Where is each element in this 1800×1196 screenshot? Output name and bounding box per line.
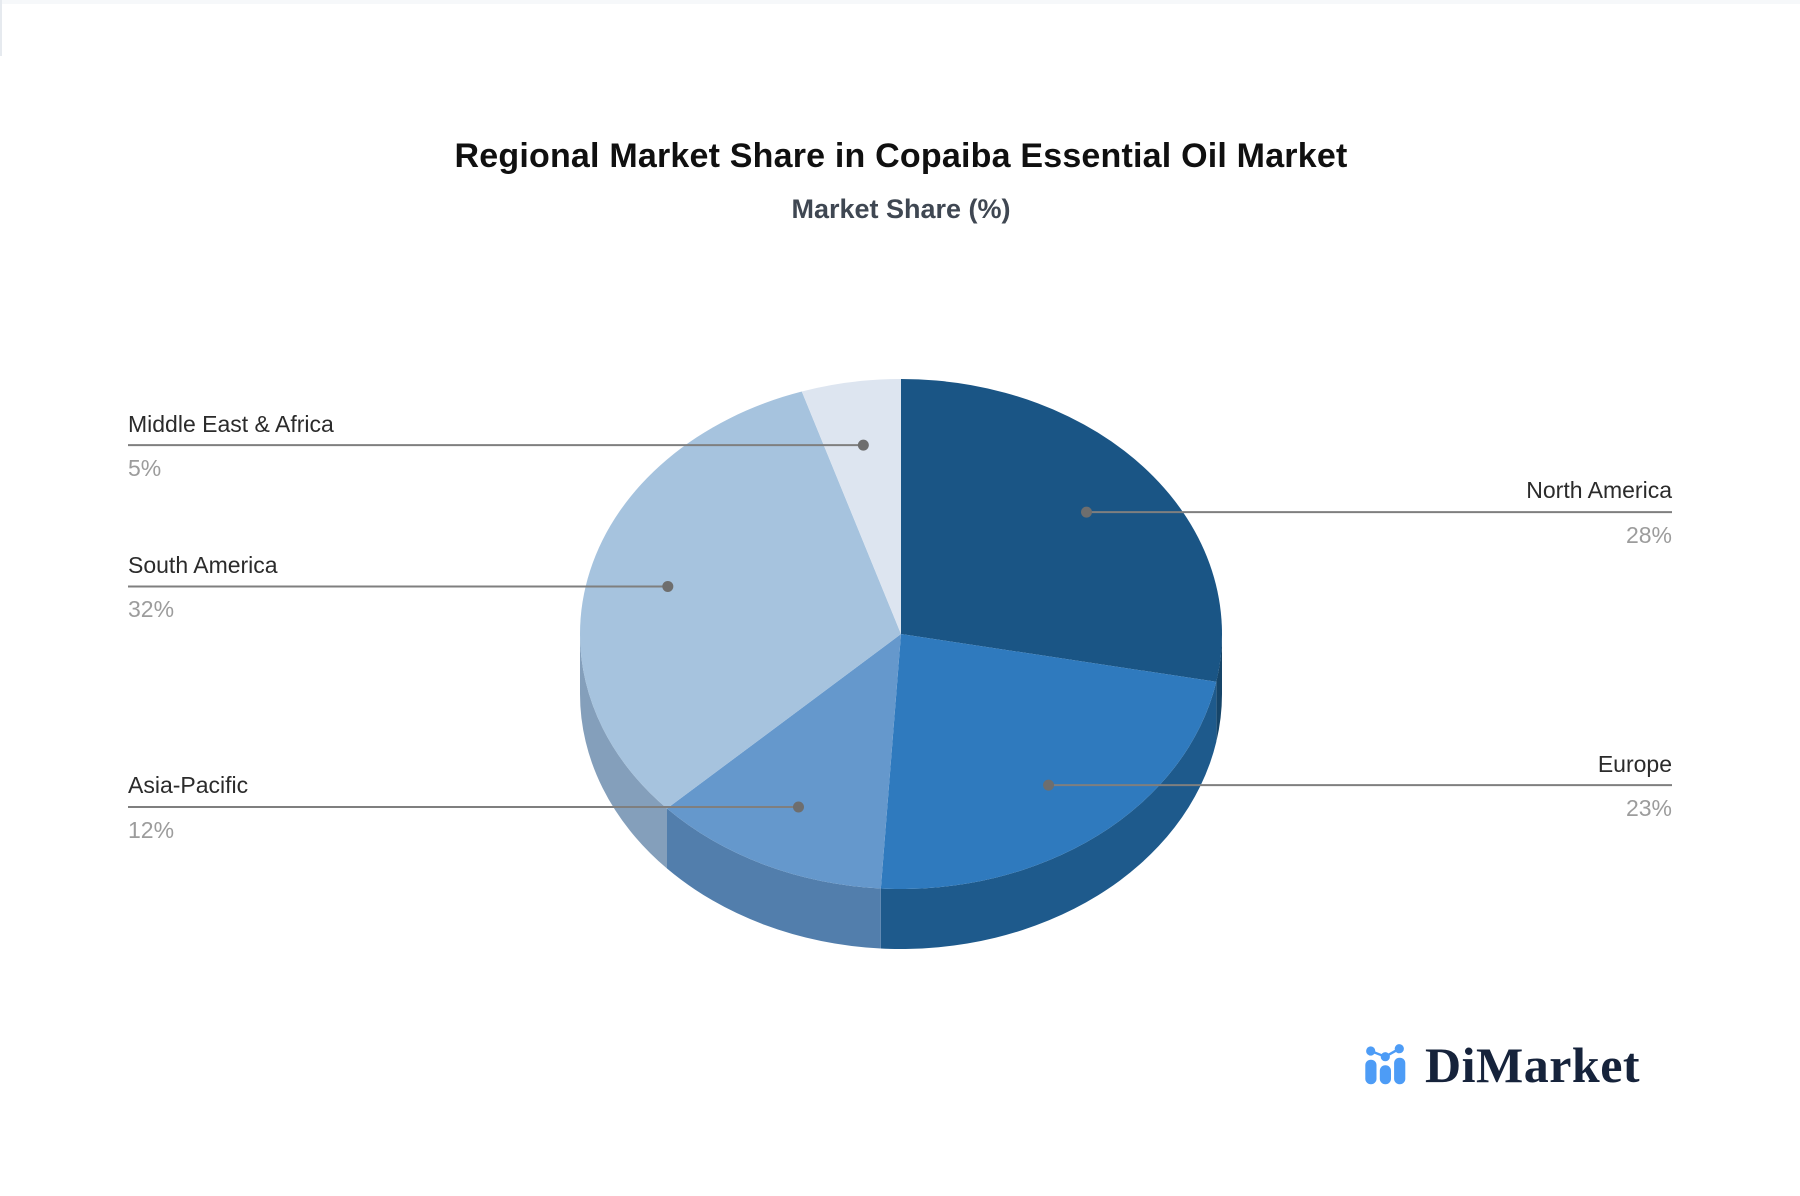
segment-percent: 28% (1625, 522, 1672, 549)
segment-name: Europe (1597, 750, 1672, 777)
leader-dot-middle-east-africa (857, 439, 869, 451)
segment-percent: 12% (128, 817, 175, 844)
segment-name: Middle East & Africa (128, 410, 334, 437)
leader-dot-south-america (662, 580, 674, 592)
segment-percent: 23% (1625, 795, 1672, 822)
pie-slice-side-north-america (1216, 634, 1222, 742)
dimarket-logo-icon (1365, 1044, 1406, 1085)
segment-percent: 5% (128, 455, 162, 482)
leader-dot-europe (1043, 779, 1055, 791)
page-left-edge (0, 0, 2, 56)
pie-slice-side-europe (880, 681, 1217, 950)
brand-logo-text: DiMarket (1425, 1037, 1641, 1093)
chart-subtitle: Market Share (%) (791, 194, 1011, 224)
pie-slice-side-asia-pacific (667, 808, 881, 949)
chart-title: Regional Market Share in Copaiba Essenti… (454, 137, 1348, 175)
segment-name: South America (128, 551, 278, 578)
pie-slice-middle-east-africa[interactable] (801, 379, 901, 634)
leader-dot-north-america (1081, 506, 1093, 518)
pie-slice-side-south-america (580, 634, 668, 869)
pie-slice-north-america[interactable] (901, 379, 1222, 682)
leader-dot-asia-pacific (792, 801, 804, 813)
segment-name: North America (1526, 477, 1672, 504)
brand-logo: DiMarket (1363, 1037, 1641, 1093)
segment-name: Asia-Pacific (128, 772, 249, 799)
pie-slice-south-america[interactable] (580, 391, 901, 809)
segment-percent: 32% (128, 596, 175, 623)
pie-slice-asia-pacific[interactable] (667, 634, 901, 889)
page-top-edge (0, 0, 1800, 4)
pie-slice-europe[interactable] (880, 634, 1217, 889)
